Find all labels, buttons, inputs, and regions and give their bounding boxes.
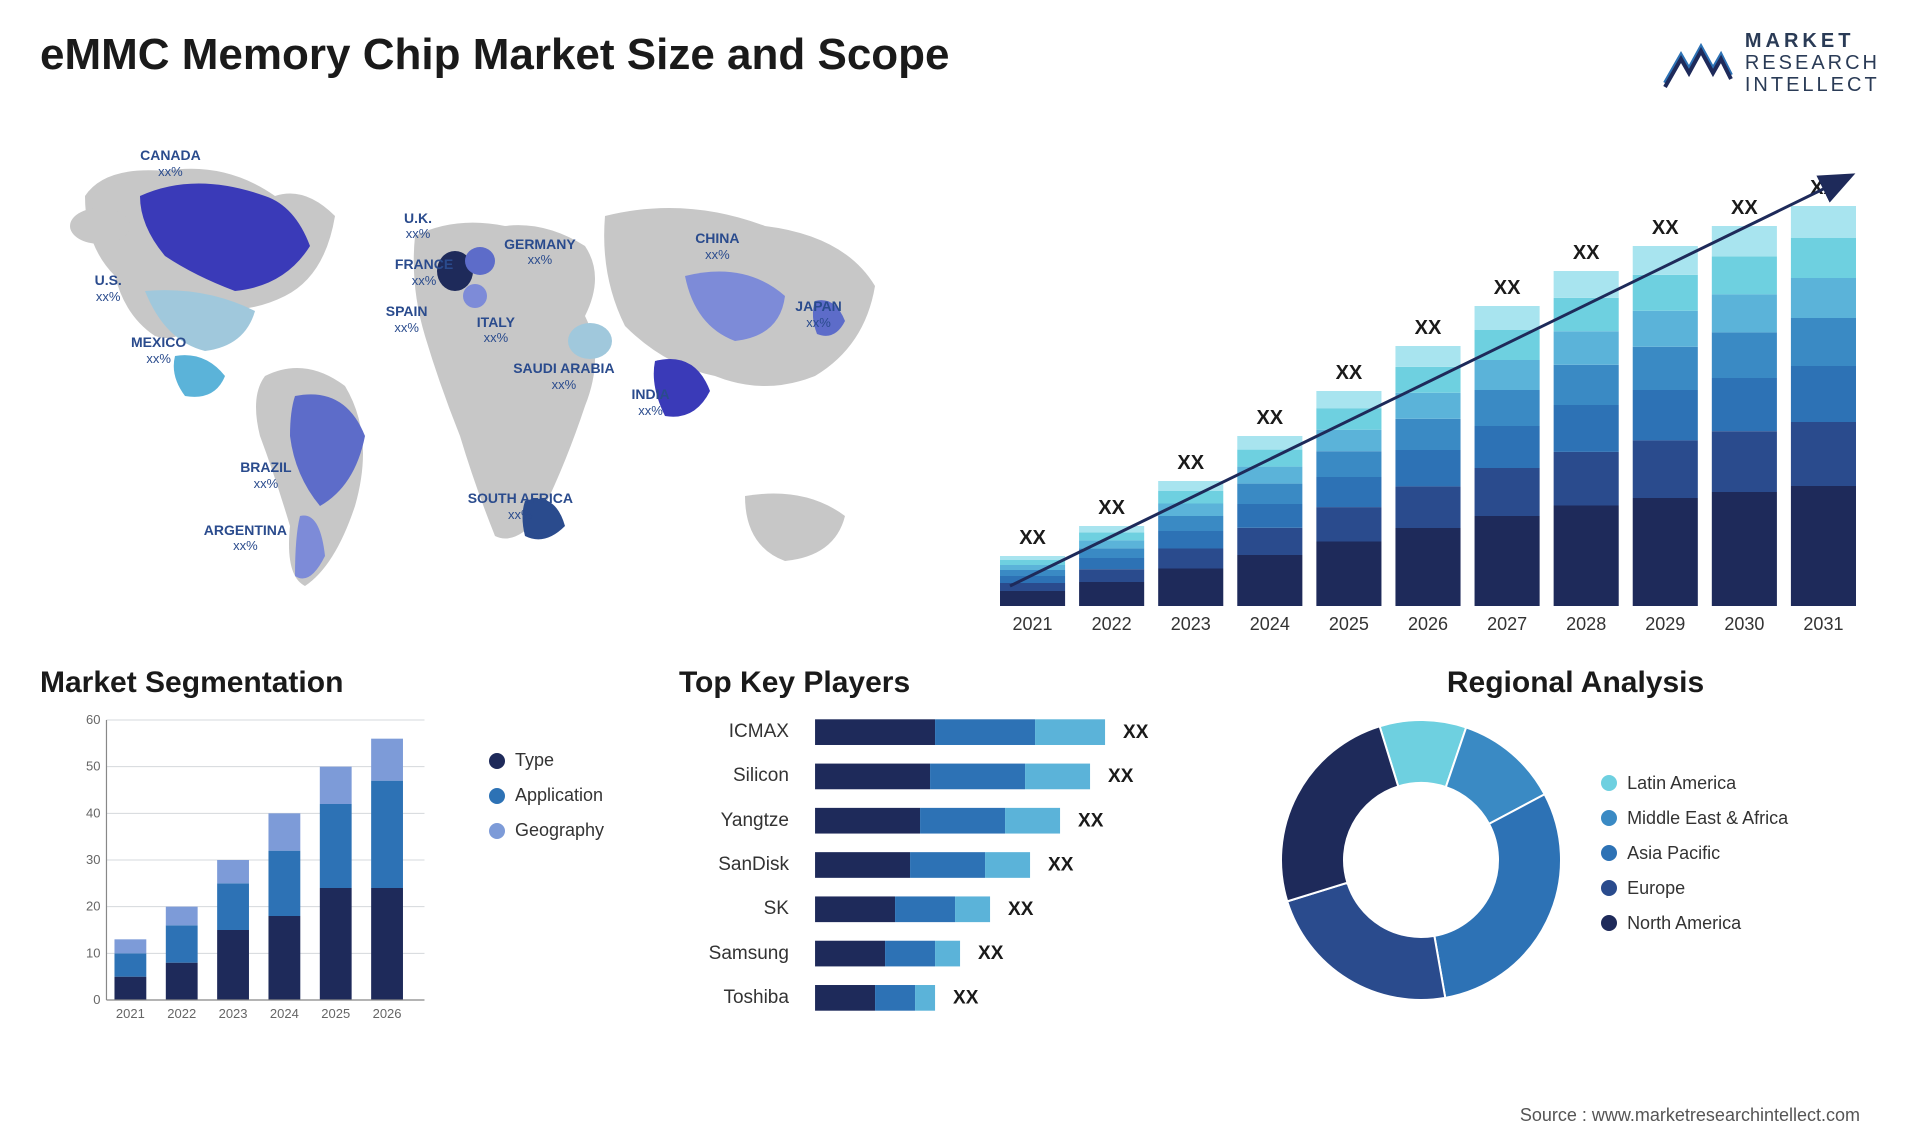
svg-text:0: 0 <box>93 992 100 1007</box>
regional-donut <box>1271 710 1571 1010</box>
player-name: ICMAX <box>679 721 789 743</box>
player-name: Samsung <box>679 943 789 965</box>
segmentation-panel: Market Segmentation 0 10 20 30 40 50 60 2021 20… <box>40 666 649 1030</box>
svg-text:20: 20 <box>86 899 100 914</box>
svg-text:XX: XX <box>1019 527 1046 549</box>
country-label: CANADAxx% <box>140 147 201 179</box>
world-map <box>40 116 950 636</box>
brand-logo: MARKET RESEARCH INTELLECT <box>1663 30 1880 96</box>
legend-item: Europe <box>1601 878 1880 899</box>
svg-text:XX: XX <box>1494 277 1521 299</box>
players-chart: XX XX XX XX XX XX XX <box>809 710 1241 1020</box>
svg-text:2027: 2027 <box>1487 614 1527 634</box>
legend-item: Type <box>489 750 649 771</box>
source-label: Source : www.marketresearchintellect.com <box>1520 1105 1860 1126</box>
svg-text:2023: 2023 <box>1171 614 1211 634</box>
svg-text:2024: 2024 <box>270 1006 299 1021</box>
segmentation-legend: Type Application Geography <box>489 710 649 1030</box>
svg-text:40: 40 <box>86 805 100 820</box>
svg-text:XX: XX <box>1573 242 1600 264</box>
country-label: SPAINxx% <box>386 303 428 335</box>
svg-text:XX: XX <box>978 943 1004 964</box>
player-name: Yangtze <box>679 810 789 832</box>
player-name: Toshiba <box>679 987 789 1009</box>
player-name: SK <box>679 898 789 920</box>
svg-text:60: 60 <box>86 712 100 727</box>
svg-text:2023: 2023 <box>219 1006 248 1021</box>
country-label: SOUTH AFRICAxx% <box>468 490 573 522</box>
country-label: FRANCExx% <box>395 256 453 288</box>
svg-text:2026: 2026 <box>373 1006 402 1021</box>
player-name: SanDisk <box>679 854 789 876</box>
svg-text:XX: XX <box>1731 197 1758 219</box>
players-title: Top Key Players <box>679 666 1241 700</box>
svg-text:10: 10 <box>86 945 100 960</box>
logo-line2: RESEARCH <box>1745 52 1880 74</box>
legend-item: Application <box>489 785 649 806</box>
country-label: SAUDI ARABIAxx% <box>513 360 614 392</box>
country-label: JAPANxx% <box>795 298 841 330</box>
svg-text:2021: 2021 <box>1013 614 1053 634</box>
world-map-panel: CANADAxx% U.S.xx% MEXICOxx% BRAZILxx% ARGENT… <box>40 116 950 636</box>
svg-text:50: 50 <box>86 759 100 774</box>
svg-text:2024: 2024 <box>1250 614 1290 634</box>
svg-text:2028: 2028 <box>1566 614 1606 634</box>
country-label: MEXICOxx% <box>131 334 186 366</box>
country-label: ARGENTINAxx% <box>204 522 287 554</box>
segmentation-chart: 0 10 20 30 40 50 60 2021 2022 2023 2024 2025 2026 <box>40 710 469 1030</box>
svg-text:XX: XX <box>1336 362 1363 384</box>
svg-text:XX: XX <box>1652 217 1679 239</box>
svg-text:2022: 2022 <box>1092 614 1132 634</box>
players-labels: ICMAX Silicon Yangtze SanDisk SK Samsung Toshi… <box>679 710 789 1020</box>
svg-text:XX: XX <box>1008 899 1034 920</box>
svg-text:XX: XX <box>1048 855 1074 876</box>
growth-chart-panel: XX 2021 XX 2022 XX 2023 XX 2024 XX 2025 XX 2026 XX 20… <box>990 116 1880 636</box>
svg-text:2025: 2025 <box>321 1006 350 1021</box>
page-title: eMMC Memory Chip Market Size and Scope <box>40 30 950 80</box>
regional-title: Regional Analysis <box>1271 666 1880 700</box>
svg-text:2021: 2021 <box>116 1006 145 1021</box>
segmentation-title: Market Segmentation <box>40 666 649 700</box>
svg-text:XX: XX <box>1415 317 1442 339</box>
country-label: U.K.xx% <box>404 210 432 242</box>
svg-text:2030: 2030 <box>1724 614 1764 634</box>
legend-item: Middle East & Africa <box>1601 808 1880 829</box>
svg-text:30: 30 <box>86 852 100 867</box>
svg-text:XX: XX <box>1108 766 1134 787</box>
player-name: Silicon <box>679 765 789 787</box>
svg-text:2026: 2026 <box>1408 614 1448 634</box>
svg-text:XX: XX <box>1256 407 1283 429</box>
country-label: U.S.xx% <box>95 272 122 304</box>
legend-item: Latin America <box>1601 773 1880 794</box>
svg-text:XX: XX <box>1098 497 1125 519</box>
logo-line3: INTELLECT <box>1745 74 1880 96</box>
regional-panel: Regional Analysis Latin America Middle Ea… <box>1271 666 1880 1030</box>
legend-item: Asia Pacific <box>1601 843 1880 864</box>
country-label: CHINAxx% <box>695 230 739 262</box>
svg-text:XX: XX <box>1078 810 1104 831</box>
legend-item: Geography <box>489 820 649 841</box>
svg-text:2029: 2029 <box>1645 614 1685 634</box>
regional-legend: Latin America Middle East & Africa Asia Pa… <box>1601 773 1880 948</box>
country-label: GERMANYxx% <box>504 236 576 268</box>
svg-text:XX: XX <box>1177 452 1204 474</box>
logo-line1: MARKET <box>1745 30 1880 52</box>
svg-text:XX: XX <box>1123 722 1149 743</box>
country-label: INDIAxx% <box>632 386 670 418</box>
growth-bar-chart: XX 2021 XX 2022 XX 2023 XX 2024 XX 2025 XX 2026 XX 20… <box>990 116 1880 636</box>
svg-text:2031: 2031 <box>1803 614 1843 634</box>
legend-item: North America <box>1601 913 1880 934</box>
svg-text:2025: 2025 <box>1329 614 1369 634</box>
country-label: ITALYxx% <box>477 314 515 346</box>
svg-text:XX: XX <box>953 988 979 1009</box>
country-label: BRAZILxx% <box>240 459 291 491</box>
svg-text:2022: 2022 <box>167 1006 196 1021</box>
players-panel: Top Key Players ICMAX Silicon Yangtze SanDi… <box>679 666 1241 1030</box>
